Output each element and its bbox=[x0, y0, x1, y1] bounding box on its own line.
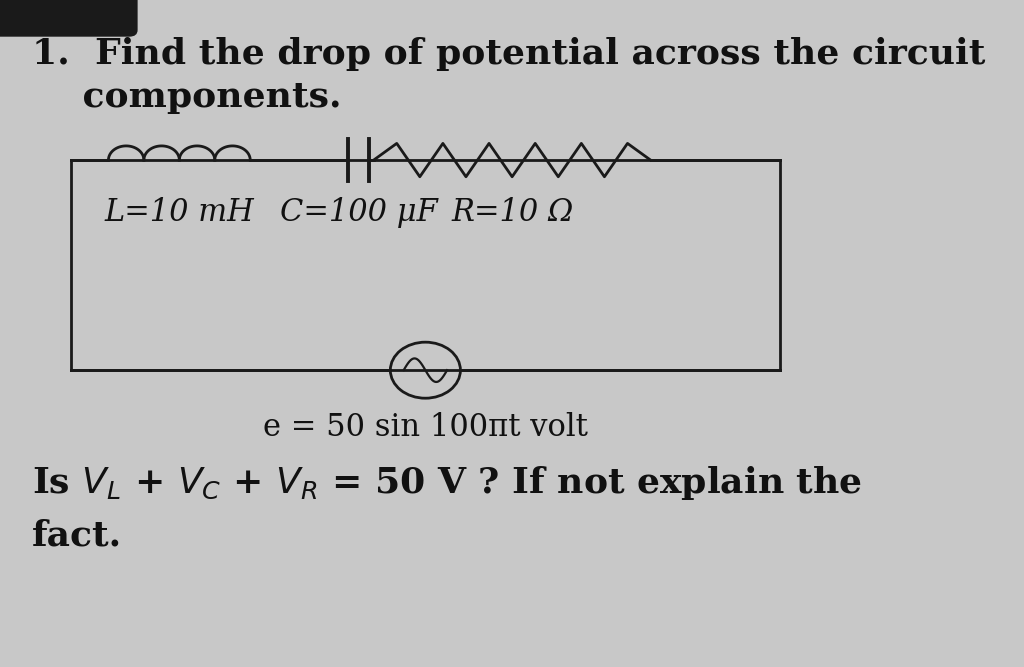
Text: Is $\mathit{V}_{\mathit{L}}$ + $\mathit{V}_{\mathit{C}}$ + $\mathit{V}_{\mathit{: Is $\mathit{V}_{\mathit{L}}$ + $\mathit{… bbox=[32, 464, 862, 502]
Text: C=100 μF: C=100 μF bbox=[280, 197, 437, 227]
Text: components.: components. bbox=[32, 80, 341, 114]
Text: fact.: fact. bbox=[32, 519, 122, 553]
Text: R=10 Ω: R=10 Ω bbox=[451, 197, 573, 227]
Text: e = 50 sin 100πt volt: e = 50 sin 100πt volt bbox=[263, 412, 588, 442]
FancyBboxPatch shape bbox=[0, 0, 137, 37]
Text: L=10 mH: L=10 mH bbox=[104, 197, 254, 227]
Text: 1.  Find the drop of potential across the circuit: 1. Find the drop of potential across the… bbox=[32, 37, 985, 71]
